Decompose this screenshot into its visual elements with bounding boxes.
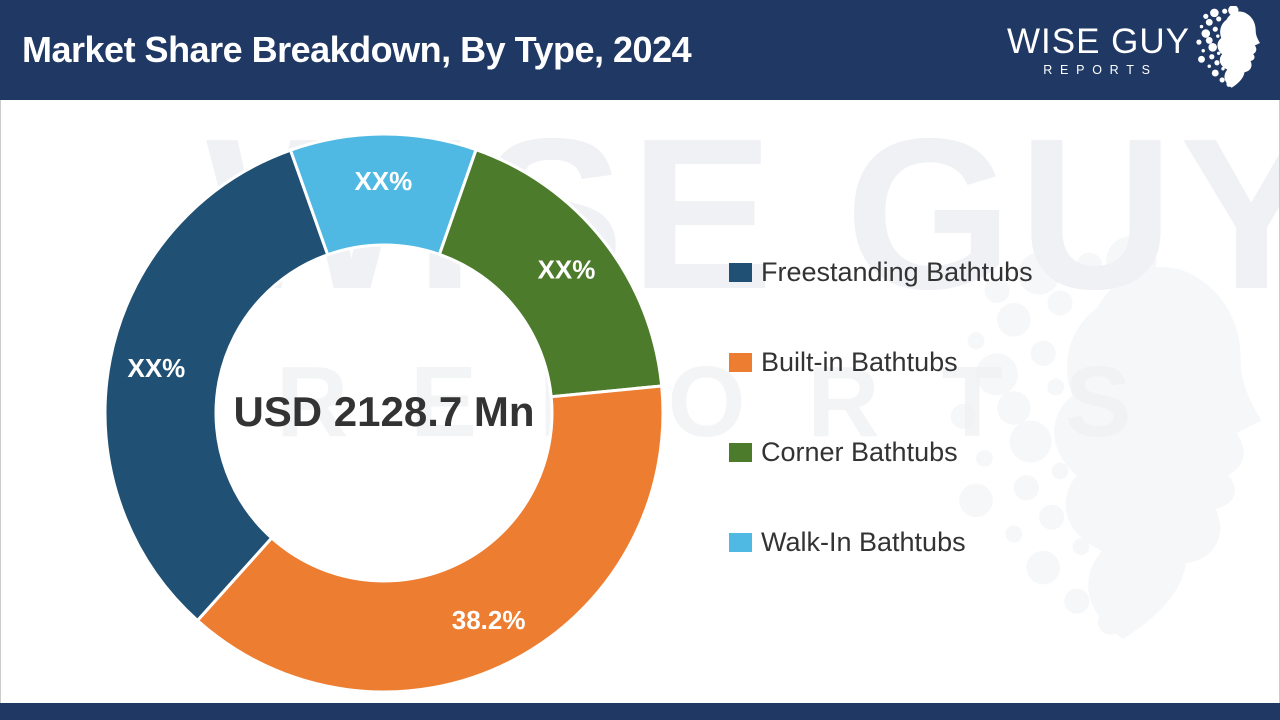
- legend-item: Walk-In Bathtubs: [729, 526, 1033, 557]
- legend-item: Corner Bathtubs: [729, 436, 1033, 467]
- legend-item: Built-in Bathtubs: [729, 346, 1033, 377]
- donut-segment: [103, 148, 330, 622]
- segment-label: 38.2%: [452, 605, 526, 635]
- logo-sub-text: REPORTS: [1043, 62, 1158, 77]
- center-value: USD 2128.7 Mn: [233, 388, 535, 435]
- logo-brand-text: WISE GUY: [1006, 21, 1190, 61]
- header-bar: Market Share Breakdown, By Type, 2024 WI…: [0, 0, 1280, 100]
- wiseguy-logo: WISE GUY REPORTS: [1007, 6, 1266, 92]
- donut-segment: [437, 148, 664, 399]
- chart-area: WISE GUY REPORTS XX% XX% 38.2% XX% USD 2128…: [0, 100, 1280, 703]
- segment-label: XX%: [354, 166, 412, 196]
- legend-swatch: [729, 352, 752, 372]
- page-title: Market Share Breakdown, By Type, 2024: [22, 29, 692, 70]
- legend-swatch: [729, 532, 752, 552]
- watermark-face-icon: [950, 235, 1262, 639]
- legend-label: Walk-In Bathtubs: [761, 526, 966, 557]
- legend-label: Corner Bathtubs: [761, 436, 958, 467]
- legend-swatch: [729, 262, 752, 282]
- footer-bar: [0, 703, 1280, 720]
- donut-segment: [195, 384, 665, 694]
- wiseguy-logo-text: WISE GUY REPORTS: [1007, 22, 1190, 77]
- segment-label: XX%: [127, 353, 185, 383]
- legend-item: Freestanding Bathtubs: [729, 256, 1033, 287]
- donut-chart: XX% XX% 38.2% XX%: [103, 132, 665, 694]
- segment-label: XX%: [538, 255, 596, 285]
- wiseguy-face-icon: [1196, 6, 1260, 88]
- legend-swatch: [729, 442, 752, 462]
- legend-label: Freestanding Bathtubs: [761, 256, 1033, 287]
- legend: Freestanding Bathtubs Built-in Bathtubs Co…: [729, 256, 1033, 618]
- legend-label: Built-in Bathtubs: [761, 346, 958, 377]
